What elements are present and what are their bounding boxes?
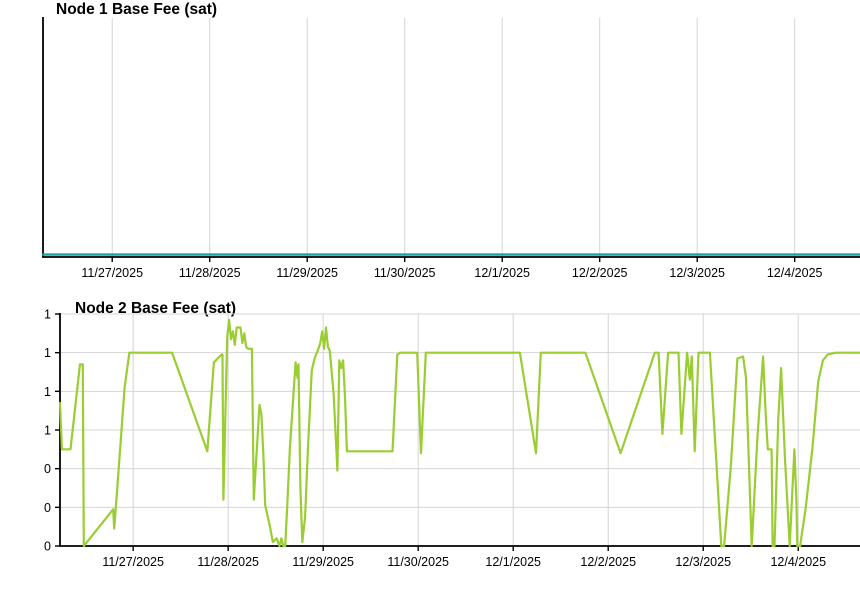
y-tick-label: 1	[44, 424, 51, 438]
x-tick-label: 12/1/2025	[485, 555, 541, 569]
x-tick-label: 11/28/2025	[197, 555, 259, 569]
x-tick-label: 12/4/2025	[767, 266, 823, 280]
series-line	[58, 318, 860, 548]
x-tick-label: 12/2/2025	[572, 266, 628, 280]
x-tick-label: 11/30/2025	[374, 266, 436, 280]
x-tick-label: 11/28/2025	[179, 266, 241, 280]
x-tick-label: 12/1/2025	[474, 266, 530, 280]
x-tick-label: 12/4/2025	[770, 555, 826, 569]
x-tick-label: 11/29/2025	[292, 555, 354, 569]
node2-chart-canvas: 11/27/2025 11/28/2025 11/29/2025 11/30/2025…	[44, 308, 860, 569]
node2-chart-title: Node 2 Base Fee (sat)	[75, 300, 237, 317]
y-tick-label: 0	[44, 462, 51, 476]
x-tick-label: 11/27/2025	[102, 555, 164, 569]
node1-chart: Node 1 Base Fee (sat) 11/27/2025 11/28/20…	[41, 1, 860, 280]
node2-chart: Node 2 Base Fee (sat) 11/27/2025 11/28/20…	[0, 297, 860, 597]
y-tick-label: 1	[44, 346, 51, 360]
x-tick-label: 11/27/2025	[81, 266, 143, 280]
node1-chart-canvas: 11/27/2025 11/28/2025 11/29/2025 11/30/2025…	[41, 17, 860, 280]
x-tick-label: 12/2/2025	[580, 555, 636, 569]
y-tick-label: 0	[44, 540, 51, 554]
x-tick-label: 12/3/2025	[675, 555, 731, 569]
y-tick-label: 1	[44, 308, 51, 322]
x-tick-label: 11/29/2025	[276, 266, 338, 280]
y-tick-label: 1	[44, 385, 51, 399]
node1-chart-title: Node 1 Base Fee (sat)	[56, 1, 218, 18]
x-tick-label: 12/3/2025	[669, 266, 725, 280]
y-tick-label: 0	[44, 501, 51, 515]
x-tick-label: 11/30/2025	[387, 555, 449, 569]
